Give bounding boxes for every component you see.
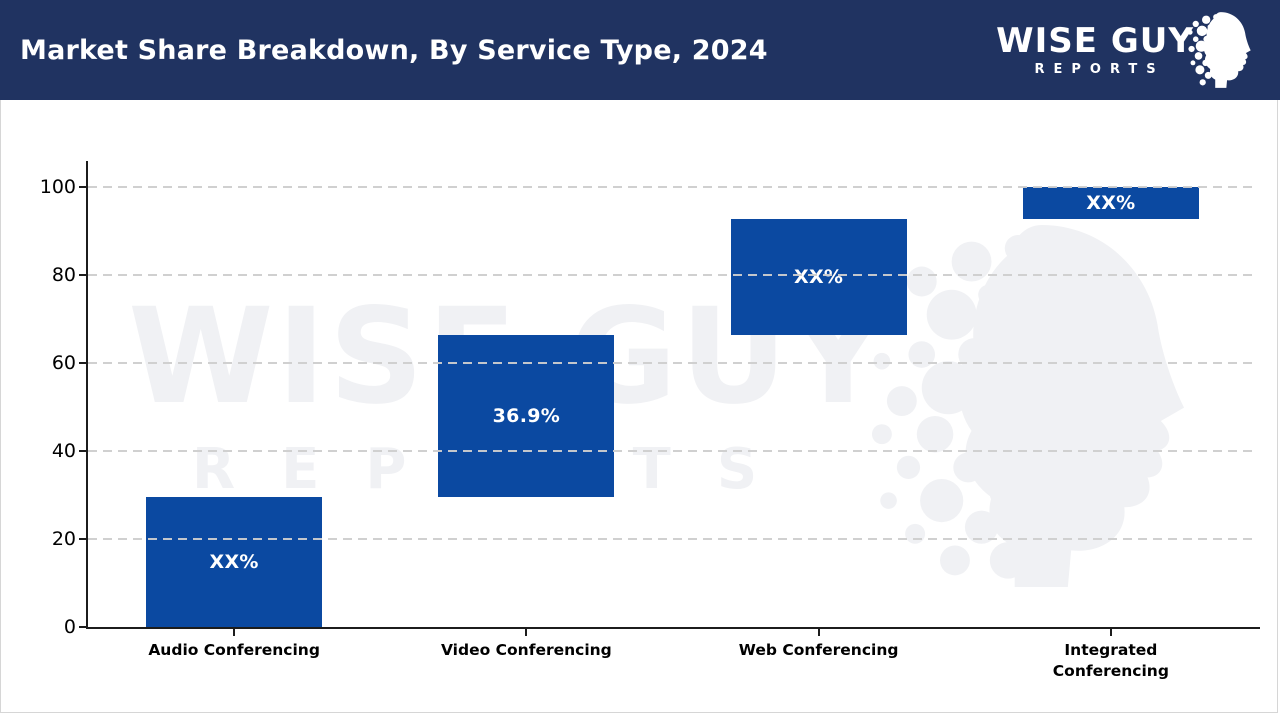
y-tick-label: 40: [51, 439, 76, 462]
y-tick-mark: [79, 626, 86, 628]
y-tick-label: 0: [63, 616, 76, 638]
y-tick-label: 20: [51, 527, 76, 550]
logo-text: WISE GUY REPORTS: [996, 23, 1194, 77]
x-category-label: Integrated Conferencing: [1052, 641, 1169, 680]
bar-value-label: XX%: [1086, 191, 1136, 214]
gridline: [88, 273, 1257, 276]
y-tick-label: 60: [51, 351, 76, 374]
x-axis-line: [86, 627, 1260, 629]
bar-video-conferencing: 36.9%: [438, 334, 615, 498]
gridline: [88, 537, 1257, 540]
x-tick-mark: [817, 629, 820, 636]
y-tick-label: 100: [39, 175, 76, 198]
page-title: Market Share Breakdown, By Service Type,…: [20, 34, 768, 66]
x-category-label: Audio Conferencing: [148, 641, 320, 659]
bar-audio-conferencing: XX%: [146, 497, 323, 627]
x-category-label: Web Conferencing: [738, 641, 899, 659]
y-tick-mark: [79, 449, 86, 452]
logo-line2: REPORTS: [1034, 62, 1165, 77]
x-tick-mark: [1109, 629, 1112, 636]
gridline: [88, 185, 1257, 188]
header-bar: Market Share Breakdown, By Service Type,…: [0, 0, 1280, 100]
x-category-label: Video Conferencing: [440, 641, 612, 659]
y-tick-mark: [79, 273, 86, 276]
x-tick-mark: [233, 629, 236, 636]
y-tick-label: 80: [51, 263, 76, 286]
logo-dotted-head-icon: [1187, 12, 1251, 88]
watermark-dotted-head-icon: [871, 225, 1185, 587]
bar-value-label: XX%: [209, 551, 259, 574]
bar-web-conferencing: XX%: [730, 218, 907, 335]
y-tick-mark: [79, 537, 86, 540]
gridline: [88, 361, 1257, 364]
bar-integrated-conferencing: XX%: [1022, 186, 1199, 219]
bar-value-label: 36.9%: [492, 405, 561, 428]
y-tick-mark: [79, 185, 86, 188]
wise-guy-logo: WISE GUY REPORTS: [996, 10, 1254, 90]
y-tick-mark: [79, 361, 86, 364]
logo-line1: WISE GUY: [996, 21, 1194, 61]
x-tick-mark: [525, 629, 528, 636]
gridline: [88, 449, 1257, 452]
bar-value-label: XX%: [794, 265, 844, 288]
y-axis-line: [86, 161, 88, 629]
